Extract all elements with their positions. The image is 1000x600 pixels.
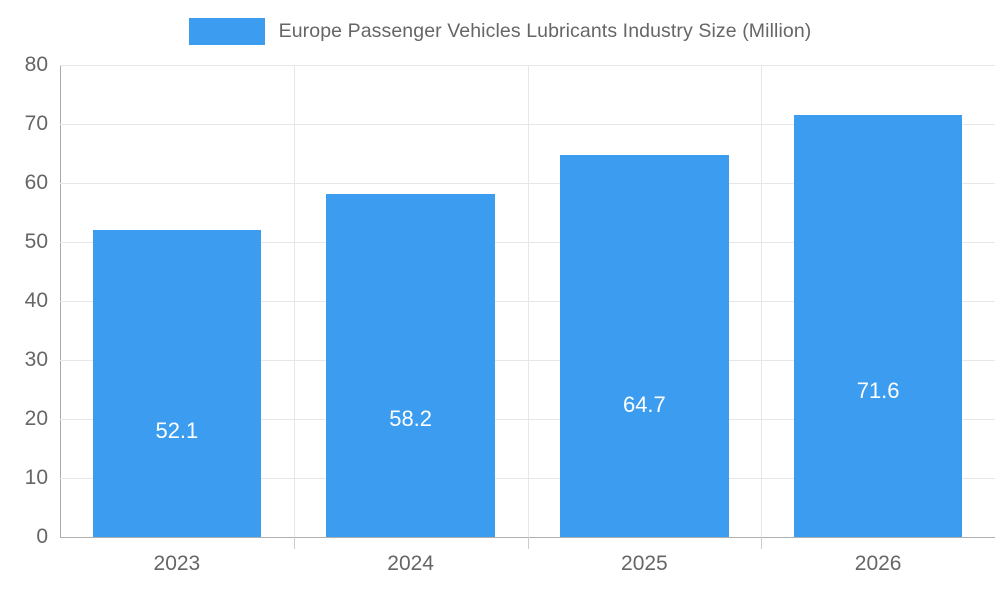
y-gridline [60,537,995,538]
y-axis-tick-label: 50 [24,230,48,253]
x-gridline [294,65,295,537]
x-axis-tick-label: 2025 [621,552,668,575]
bar-value-label: 58.2 [389,405,433,431]
legend-color-swatch[interactable] [188,17,265,45]
x-axis-tick-mark [294,537,295,549]
legend-label[interactable]: Europe Passenger Vehicles Lubricants Ind… [278,19,812,42]
x-axis-tick-label: 2026 [854,552,902,575]
bar[interactable]: 71.6 [793,114,963,537]
y-axis-tick-label: 20 [24,407,48,430]
y-axis-tick-label: 10 [24,466,48,489]
y-gridline [60,360,995,361]
x-axis-tick-mark [761,537,762,549]
y-axis-tick-label: 80 [24,53,48,76]
bar[interactable]: 52.1 [92,229,262,537]
bar-value-label: 52.1 [155,417,199,443]
y-gridline [60,183,995,184]
bar-value-label: 71.6 [856,378,900,404]
x-gridline [761,65,762,537]
y-gridline [60,242,995,243]
bar-value-label: 64.7 [622,392,666,418]
bar[interactable]: 58.2 [326,193,495,537]
y-axis-tick-label: 70 [24,112,48,135]
plot-area: 52.1 58.2 64.7 71.6 [60,65,995,538]
y-gridline [60,419,995,420]
chart-legend: Europe Passenger Vehicles Lubricants Ind… [0,10,1000,52]
y-axis-tick-label: 0 [36,525,48,548]
x-axis-tick-label: 2024 [387,552,434,575]
x-gridline [528,65,529,537]
y-gridline [60,124,995,125]
y-gridline [60,478,995,479]
y-axis-tick-label: 60 [24,171,48,194]
y-axis-tick-label: 30 [24,348,48,371]
y-axis-tick-label: 40 [24,289,48,312]
x-axis-tick-label: 2023 [153,552,201,575]
bar[interactable]: 64.7 [560,155,729,537]
y-gridline [60,65,995,66]
y-gridline [60,301,995,302]
x-axis-tick-mark [528,537,529,549]
